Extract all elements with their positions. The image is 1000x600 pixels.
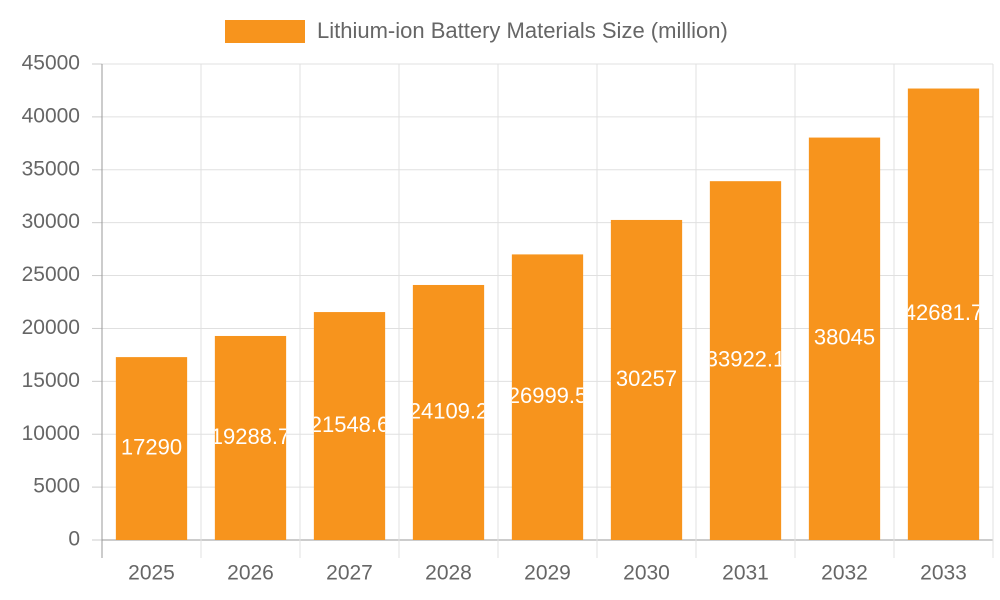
bar bbox=[511, 254, 584, 541]
bar bbox=[412, 284, 485, 540]
x-tick-label: 2029 bbox=[524, 562, 571, 585]
bar bbox=[610, 219, 683, 540]
bar bbox=[907, 88, 980, 540]
y-tick-label: 10000 bbox=[22, 422, 80, 445]
value-label: 21548.6 bbox=[310, 412, 390, 437]
value-label: 26999.5 bbox=[508, 383, 588, 408]
x-tick-label: 2031 bbox=[722, 562, 769, 585]
y-tick-label: 30000 bbox=[22, 210, 80, 233]
x-tick-label: 2032 bbox=[821, 562, 868, 585]
bar bbox=[313, 312, 386, 540]
y-tick-label: 0 bbox=[68, 528, 80, 551]
y-tick-label: 5000 bbox=[33, 475, 80, 498]
bar bbox=[214, 335, 287, 540]
y-tick-label: 20000 bbox=[22, 316, 80, 339]
value-label: 30257 bbox=[616, 366, 677, 391]
x-tick-label: 2027 bbox=[326, 562, 373, 585]
y-tick-label: 25000 bbox=[22, 263, 80, 286]
bar bbox=[808, 137, 881, 540]
value-label: 17290 bbox=[121, 434, 182, 459]
x-tick-label: 2030 bbox=[623, 562, 670, 585]
value-label: 33922.1 bbox=[706, 346, 786, 371]
bar bbox=[709, 181, 782, 540]
x-tick-label: 2025 bbox=[128, 562, 175, 585]
legend-swatch bbox=[225, 20, 305, 43]
y-tick-label: 40000 bbox=[22, 104, 80, 127]
y-tick-label: 35000 bbox=[22, 157, 80, 180]
x-tick-label: 2026 bbox=[227, 562, 274, 585]
y-tick-label: 45000 bbox=[22, 52, 80, 75]
bar bbox=[115, 357, 188, 540]
x-tick-label: 2033 bbox=[920, 562, 967, 585]
x-tick-label: 2028 bbox=[425, 562, 472, 585]
value-label: 42681.7 bbox=[904, 300, 984, 325]
value-label: 19288.7 bbox=[211, 424, 291, 449]
value-label: 24109.2 bbox=[409, 398, 489, 423]
y-tick-label: 15000 bbox=[22, 369, 80, 392]
value-label: 38045 bbox=[814, 325, 875, 350]
legend-label: Lithium-ion Battery Materials Size (mill… bbox=[317, 18, 728, 43]
